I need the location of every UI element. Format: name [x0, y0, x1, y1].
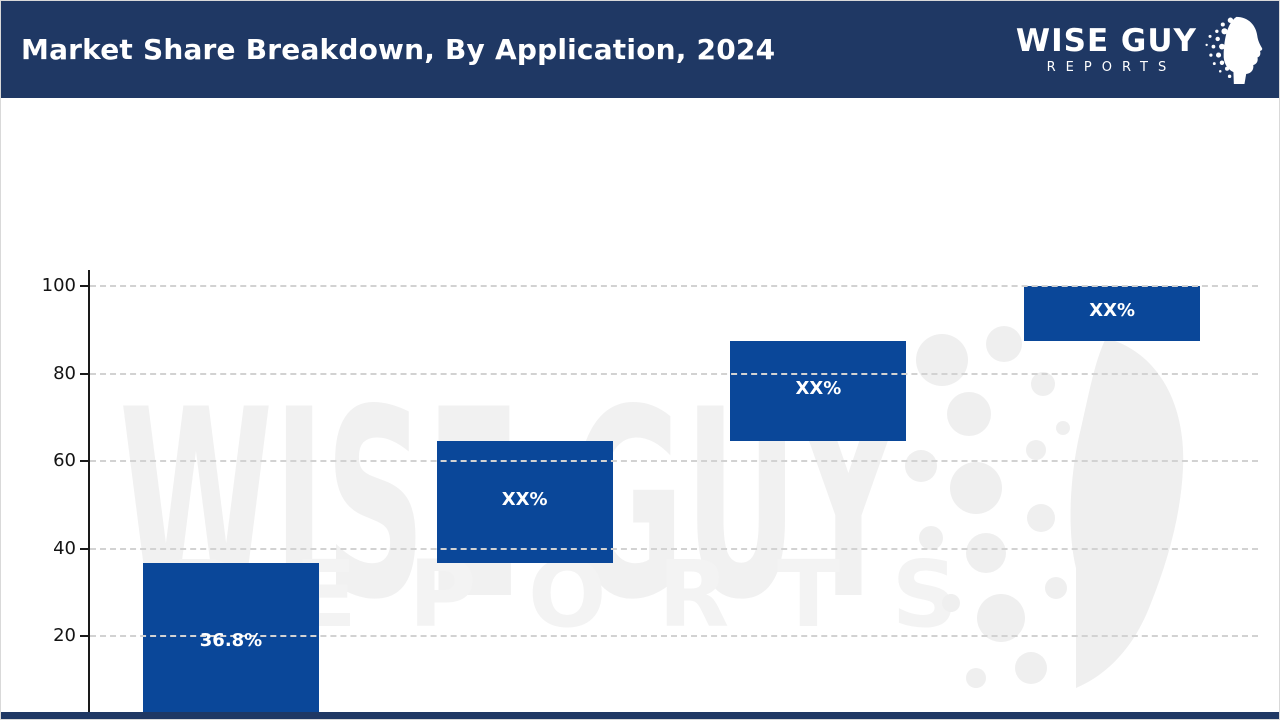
gridline-60 [90, 460, 1258, 463]
bar-value-label-aquaculture: XX% [1089, 300, 1135, 322]
y-tick-label-80: 80 [53, 362, 76, 384]
bar-marine-construction [730, 340, 907, 442]
gridline-40 [90, 547, 1258, 550]
y-tick-60 [80, 460, 89, 463]
bar-aquaculture [1024, 286, 1201, 341]
head-profile-icon [1205, 16, 1263, 84]
wiseguy-logo: WISE GUY REPORTS [1016, 10, 1267, 90]
y-tick-label-40: 40 [53, 537, 76, 559]
footer-bar [1, 712, 1279, 719]
plot: 36.8%XX%XX%XX%020406080100MarineOffshore… [1, 98, 1279, 719]
y-tick-label-60: 60 [53, 450, 76, 472]
y-tick-80 [80, 372, 89, 375]
watermark-head-pattern [905, 326, 1184, 688]
logo-subtitle: REPORTS [1046, 59, 1177, 75]
y-tick-20 [80, 635, 89, 638]
y-tick-100 [80, 285, 89, 287]
header-bar: Market Share Breakdown, By Application, … [1, 1, 1279, 98]
bar-value-label-marine: 36.8% [199, 630, 263, 652]
gridline-100 [90, 285, 1258, 287]
logo-text: WISE GUY REPORTS [1016, 24, 1197, 76]
bar-value-label-marine-construction: XX% [795, 378, 842, 400]
y-axis-line [88, 270, 90, 719]
page-title: Market Share Breakdown, By Application, … [21, 33, 776, 66]
y-tick-40 [80, 547, 89, 550]
bar-marine [143, 562, 319, 719]
chart-area: WISE GUY REPORTS 36.8%XX%XX%XX%020406080… [1, 98, 1279, 719]
y-tick-label-20: 20 [53, 625, 76, 647]
gridline-80 [90, 372, 1258, 375]
y-tick-label-100: 100 [41, 275, 76, 296]
bar-value-label-offshore-oil-and-gas: XX% [501, 489, 548, 511]
gridline-20 [90, 635, 1258, 638]
logo-wordmark: WISE GUY [1015, 22, 1197, 59]
